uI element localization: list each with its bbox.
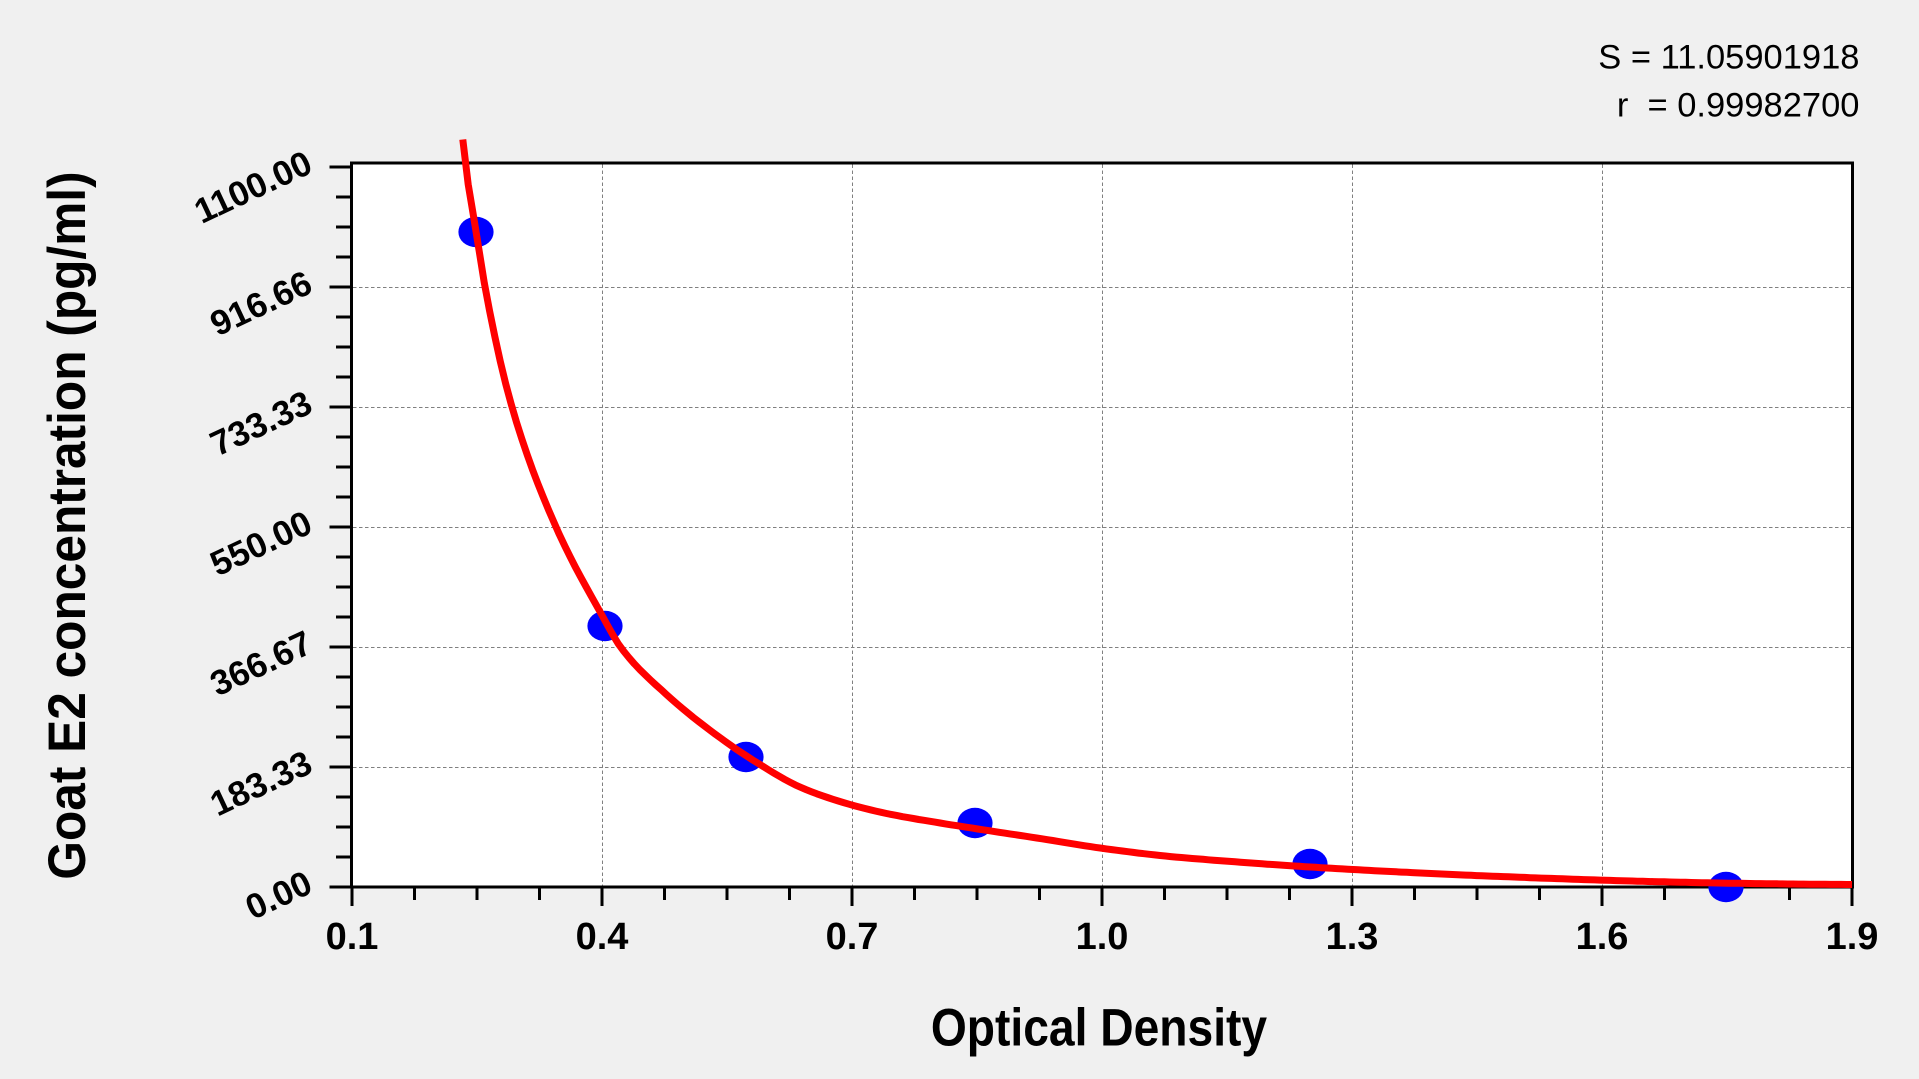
svg-text:S = 11.05901918: S = 11.05901918 [1598, 39, 1859, 77]
svg-text:1.0: 1.0 [1076, 916, 1129, 958]
svg-text:1.6: 1.6 [1576, 916, 1629, 958]
svg-text:r = 0.99982700: r = 0.99982700 [1617, 87, 1860, 125]
svg-text:0.7: 0.7 [826, 916, 879, 958]
svg-text:0.1: 0.1 [326, 916, 379, 958]
svg-text:Optical Density: Optical Density [931, 999, 1268, 1057]
svg-text:1.3: 1.3 [1326, 916, 1379, 958]
svg-text:1.9: 1.9 [1826, 916, 1879, 958]
svg-text:Goat E2 concentration (pg/ml): Goat E2 concentration (pg/ml) [38, 171, 97, 879]
svg-text:0.4: 0.4 [576, 916, 629, 958]
